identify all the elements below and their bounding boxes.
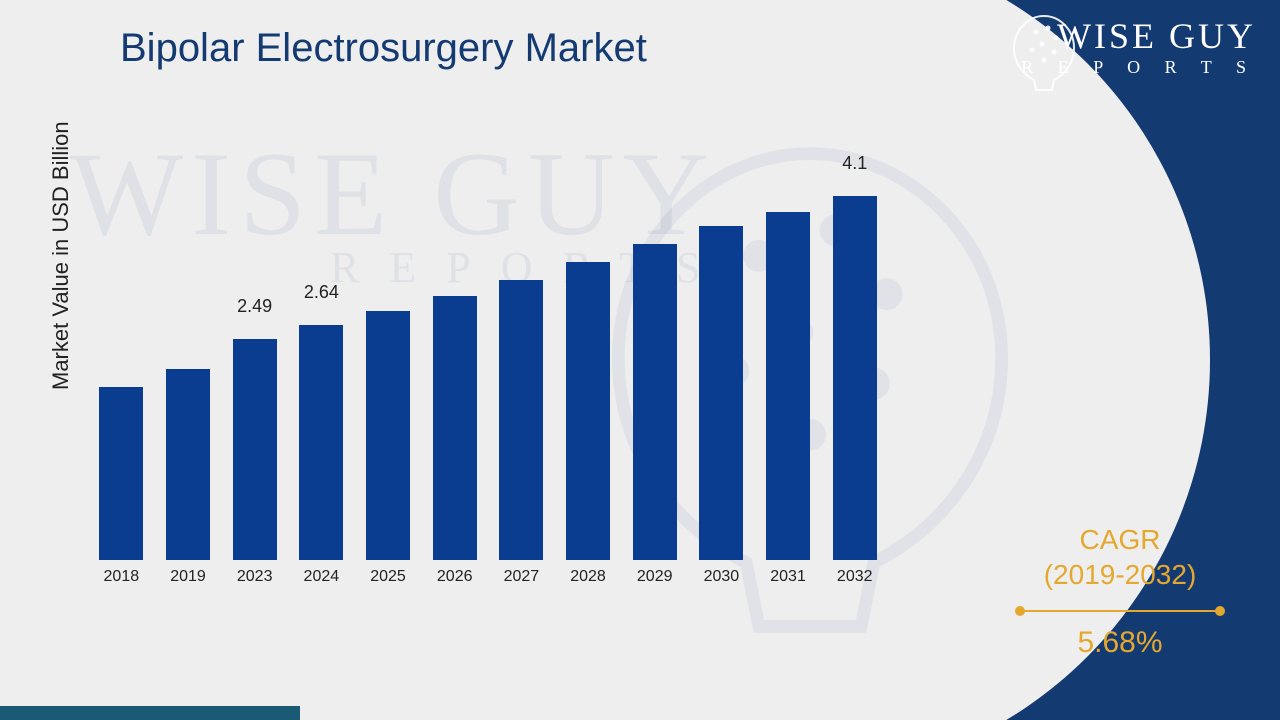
x-tick-label: 2024 <box>288 568 355 586</box>
cagr-period: (2019-2032) <box>1044 559 1197 590</box>
bar <box>299 325 343 560</box>
cagr-value: 5.68% <box>1000 626 1240 660</box>
brand-block: WISE GUY R E P O R T S <box>1021 18 1256 76</box>
x-tick-label: 2031 <box>755 568 822 586</box>
x-tick-label: 2027 <box>488 568 555 586</box>
bar <box>766 212 810 560</box>
bar <box>633 244 677 560</box>
y-axis-label: Market Value in USD Billion <box>48 121 74 390</box>
x-tick-label: 2029 <box>621 568 688 586</box>
bar <box>99 387 143 560</box>
bar-wrap: 2.49 <box>221 339 288 560</box>
x-tick-label: 2018 <box>88 568 155 586</box>
bar-wrap <box>355 311 422 560</box>
bar-wrap <box>421 296 488 560</box>
bar <box>233 339 277 560</box>
bar-wrap <box>755 212 822 560</box>
bar <box>499 280 543 560</box>
x-tick-label: 2032 <box>821 568 888 586</box>
x-tick-label: 2019 <box>155 568 222 586</box>
bar <box>833 196 877 560</box>
bar-chart: 2.492.644.1 <box>88 160 888 560</box>
bar-wrap <box>688 226 755 560</box>
bar-wrap <box>88 387 155 560</box>
bar <box>433 296 477 560</box>
bar <box>699 226 743 560</box>
bar <box>166 369 210 560</box>
bar <box>566 262 610 560</box>
cagr-label: CAGR <box>1080 524 1161 555</box>
bar-wrap: 4.1 <box>821 196 888 560</box>
footer-accent-bar <box>0 706 300 720</box>
infographic-stage: Bipolar Electrosurgery Market WISE GUY R… <box>0 0 1280 720</box>
x-tick-label: 2030 <box>688 568 755 586</box>
x-tick-label: 2026 <box>421 568 488 586</box>
chart-title: Bipolar Electrosurgery Market <box>120 26 647 71</box>
bar-wrap <box>621 244 688 560</box>
x-tick-label: 2025 <box>355 568 422 586</box>
brand-line2: R E P O R T S <box>1021 58 1256 76</box>
cagr-box: CAGR (2019-2032) 5.68% <box>1000 522 1240 660</box>
bar-wrap <box>555 262 622 560</box>
bar-value-label: 2.49 <box>237 296 272 317</box>
bar-value-label: 4.1 <box>842 153 867 174</box>
bar-wrap <box>155 369 222 560</box>
x-axis-labels: 2018201920232024202520262027202820292030… <box>88 568 888 586</box>
bar-wrap: 2.64 <box>288 325 355 560</box>
x-tick-label: 2028 <box>555 568 622 586</box>
bar-wrap <box>488 280 555 560</box>
cagr-divider <box>1020 610 1220 612</box>
brand-line1: WISE GUY <box>1021 18 1256 54</box>
bar <box>366 311 410 560</box>
bar-value-label: 2.64 <box>304 282 339 303</box>
x-tick-label: 2023 <box>221 568 288 586</box>
